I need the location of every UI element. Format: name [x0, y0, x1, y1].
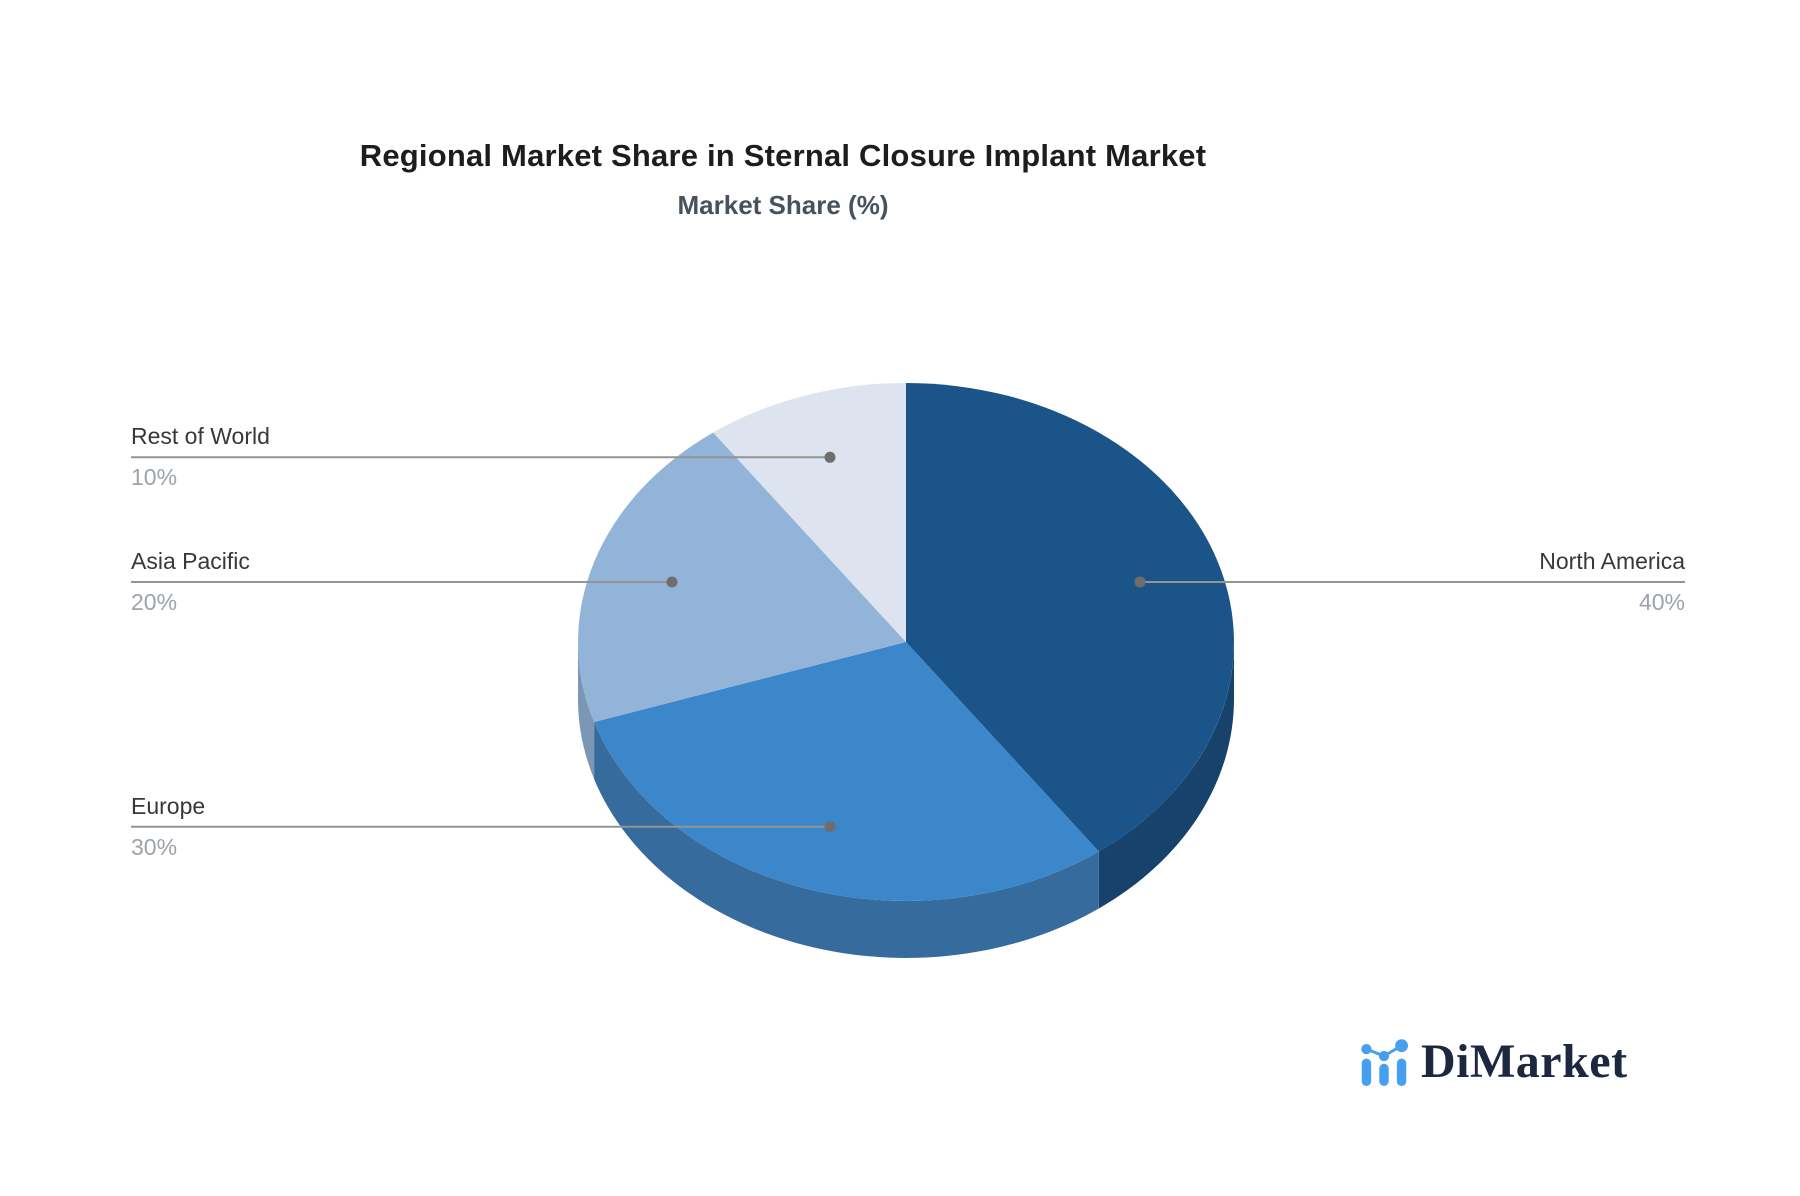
pie-label-rest-of-world: Rest of World 10% [131, 423, 270, 490]
pie-label-europe: Europe 30% [131, 793, 205, 860]
pie-label-value: 40% [1638, 589, 1685, 615]
leader-dot-europe [824, 821, 836, 833]
pie-side-north-america [1098, 642, 1234, 909]
pie-slice-north-america[interactable] [906, 383, 1234, 852]
pie-label-name: Asia Pacific [131, 548, 250, 574]
pie-side-asia-pacific [578, 642, 595, 779]
bar-line-chart-logo-icon [1361, 1039, 1408, 1086]
pie-label-north-america: North America 40% [1539, 548, 1685, 615]
pie-label-name: North America [1539, 548, 1685, 574]
chart-subtitle: Market Share (%) [677, 190, 889, 220]
pie-label-name: Rest of World [131, 423, 270, 449]
pie-label-name: Europe [131, 793, 206, 819]
pie-slice-asia-pacific[interactable] [578, 432, 906, 723]
leader-dot-north-america [1134, 576, 1146, 588]
leader-dot-asia-pacific [666, 576, 678, 588]
dimarket-watermark: DiMarket [1360, 1036, 1628, 1088]
pie-label-value: 20% [131, 589, 178, 615]
brand-name: DiMarket [1421, 1035, 1628, 1088]
chart-title: Regional Market Share in Sternal Closure… [359, 138, 1207, 173]
pie-slice-europe[interactable] [594, 642, 1099, 901]
pie-label-value: 30% [131, 834, 178, 860]
pie-label-asia-pacific: Asia Pacific 20% [131, 548, 250, 615]
leader-dot-rest-of-world [824, 451, 836, 463]
pie-side-europe [594, 722, 1099, 958]
pie-label-value: 10% [131, 464, 178, 490]
pie-slice-rest-of-world[interactable] [713, 383, 906, 642]
